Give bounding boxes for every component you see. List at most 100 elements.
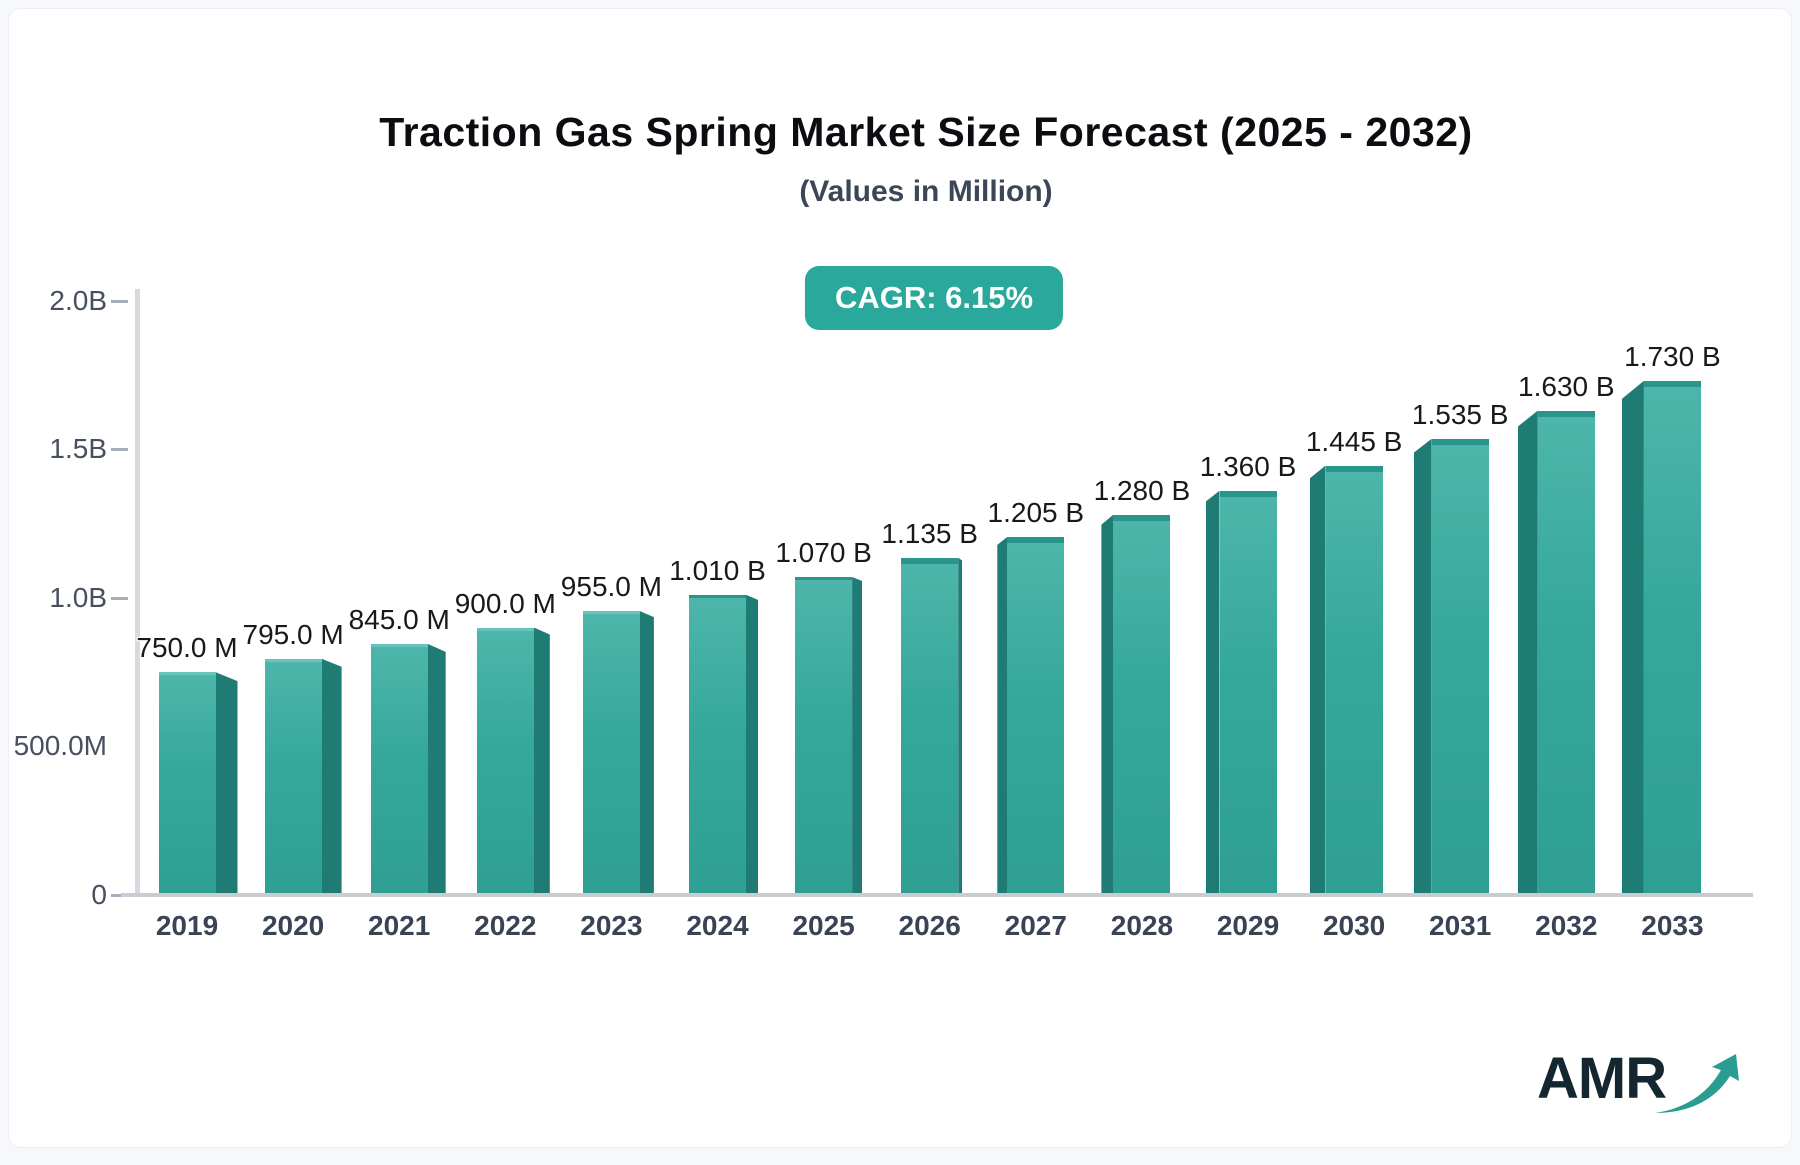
bar-side-face — [1621, 380, 1644, 895]
bar-2028 — [1101, 514, 1171, 895]
bar-side-face — [746, 594, 758, 895]
bar-front-face — [1007, 536, 1065, 895]
y-axis-tick-label: 1.0B — [49, 581, 107, 613]
bar-2030 — [1309, 465, 1383, 895]
bar-side-face — [997, 536, 1008, 895]
bar-value-label: 1.205 B — [987, 496, 1085, 528]
bar-front-face — [1643, 380, 1701, 895]
bar-top-shade — [1537, 410, 1595, 417]
cagr-badge: CAGR: 6.15% — [804, 266, 1064, 330]
bar-value-label: 1.135 B — [881, 517, 978, 549]
bar-2022 — [476, 627, 550, 895]
bar-side-face — [852, 576, 863, 895]
plot-area: 2.0B 1.5B 1.0B 500.0M 0 750.0 M 2019 795.0 M 202… — [9, 9, 1800, 1165]
x-axis-year-label: 2020 — [261, 910, 325, 941]
bar-value-label: 1.360 B — [1199, 450, 1297, 482]
bar-top-highlight — [582, 611, 640, 615]
x-axis-year-label: 2022 — [474, 910, 537, 941]
bar-front-face — [1113, 514, 1171, 895]
bar-value-label: 1.010 B — [669, 554, 766, 586]
bar-top-shade — [1219, 490, 1277, 497]
x-axis-year-label: 2033 — [1641, 910, 1704, 941]
x-axis-year-label: 2027 — [1004, 910, 1067, 941]
x-axis-line — [121, 893, 1753, 897]
bar-top-highlight — [370, 643, 428, 647]
bar-2025 — [795, 576, 863, 895]
bar-side-face — [1517, 410, 1538, 895]
bar-2029 — [1205, 490, 1277, 895]
bar-2021 — [370, 643, 446, 895]
bar-top-shade — [1643, 380, 1701, 387]
bar-top-highlight — [158, 672, 216, 676]
bar-top-shade — [1113, 514, 1171, 521]
y-axis-tick-label: 1.5B — [49, 433, 107, 465]
y-axis-tick-label: 0 — [91, 879, 107, 910]
bar-top-shade — [689, 594, 746, 598]
bar-2027 — [997, 536, 1065, 895]
bar-value-label: 955.0 M — [560, 571, 662, 603]
bar-side-face — [1205, 490, 1220, 895]
x-axis-year-label: 2030 — [1322, 910, 1386, 941]
bar-front-face — [264, 658, 322, 895]
bar-side-face — [958, 557, 963, 895]
bar-value-label: 900.0 M — [454, 587, 556, 619]
y-axis-tick-label: 500.0M — [13, 730, 107, 762]
bar-front-face — [1431, 438, 1489, 895]
bar-front-face — [370, 643, 428, 895]
x-axis-year-label: 2026 — [898, 910, 961, 941]
bar-2019 — [158, 672, 238, 895]
bar-2024 — [689, 594, 758, 895]
bar-2020 — [264, 658, 342, 895]
y-axis-tick-label: 2.0B — [49, 284, 107, 316]
y-axis-tick-mark — [111, 448, 128, 452]
bar-side-face — [215, 672, 238, 895]
bar-top-shade — [1431, 438, 1489, 445]
x-axis-year-label: 2024 — [686, 910, 749, 941]
bar-top-shade — [795, 576, 853, 580]
bar-value-label: 1.280 B — [1093, 474, 1191, 506]
bar-top-highlight — [264, 658, 322, 662]
bar-value-label: 845.0 M — [348, 603, 450, 635]
bar-front-face — [582, 611, 640, 895]
bar-2033 — [1621, 380, 1701, 895]
bar-side-face — [639, 611, 654, 895]
bar-value-label: 1.730 B — [1624, 340, 1721, 372]
bar-side-face — [321, 658, 342, 895]
bar-top-shade — [1325, 465, 1383, 472]
x-axis-year-label: 2031 — [1429, 910, 1492, 941]
bar-side-face — [1413, 438, 1432, 895]
chart-title: Traction Gas Spring Market Size Forecast… — [379, 109, 1473, 155]
x-axis-year-label: 2023 — [580, 910, 643, 941]
bar-front-face — [795, 576, 853, 895]
y-axis-line — [135, 289, 140, 895]
logo-text: AMR — [1537, 1046, 1667, 1111]
bar-side-face — [427, 643, 446, 895]
bar-front-face — [476, 627, 534, 895]
x-axis-year-label: 2029 — [1216, 910, 1280, 941]
bar-value-label: 1.070 B — [775, 536, 872, 568]
bar-front-face — [689, 594, 746, 895]
bar-front-face — [1219, 490, 1277, 895]
y-axis-tick-mark — [111, 894, 128, 897]
bar-value-label: 795.0 M — [242, 618, 344, 650]
bar-front-face — [901, 557, 959, 895]
y-axis-tick-mark — [111, 596, 128, 600]
bar-2031 — [1413, 438, 1489, 895]
x-axis-year-label: 2028 — [1110, 910, 1174, 941]
bar-side-face — [1101, 514, 1114, 895]
bar-top-shade — [1007, 536, 1065, 543]
bar-2023 — [582, 611, 654, 895]
bar-top-shade — [901, 557, 959, 564]
bar-value-label: 1.535 B — [1411, 398, 1509, 430]
growth-arrow-icon — [1655, 1054, 1739, 1113]
chart-card: Traction Gas Spring Market Size Forecast… — [8, 8, 1792, 1148]
bar-value-label: 1.630 B — [1518, 370, 1615, 402]
x-axis-year-label: 2025 — [792, 910, 855, 941]
bar-top-highlight — [476, 627, 534, 631]
bar-value-label: 1.445 B — [1305, 425, 1403, 457]
bar-2032 — [1517, 410, 1595, 895]
bar-value-label: 750.0 M — [136, 632, 238, 664]
bar-2026 — [901, 557, 963, 895]
chart-subtitle: (Values in Million) — [799, 175, 1053, 208]
amr-logo: AMR — [1537, 1045, 1739, 1121]
